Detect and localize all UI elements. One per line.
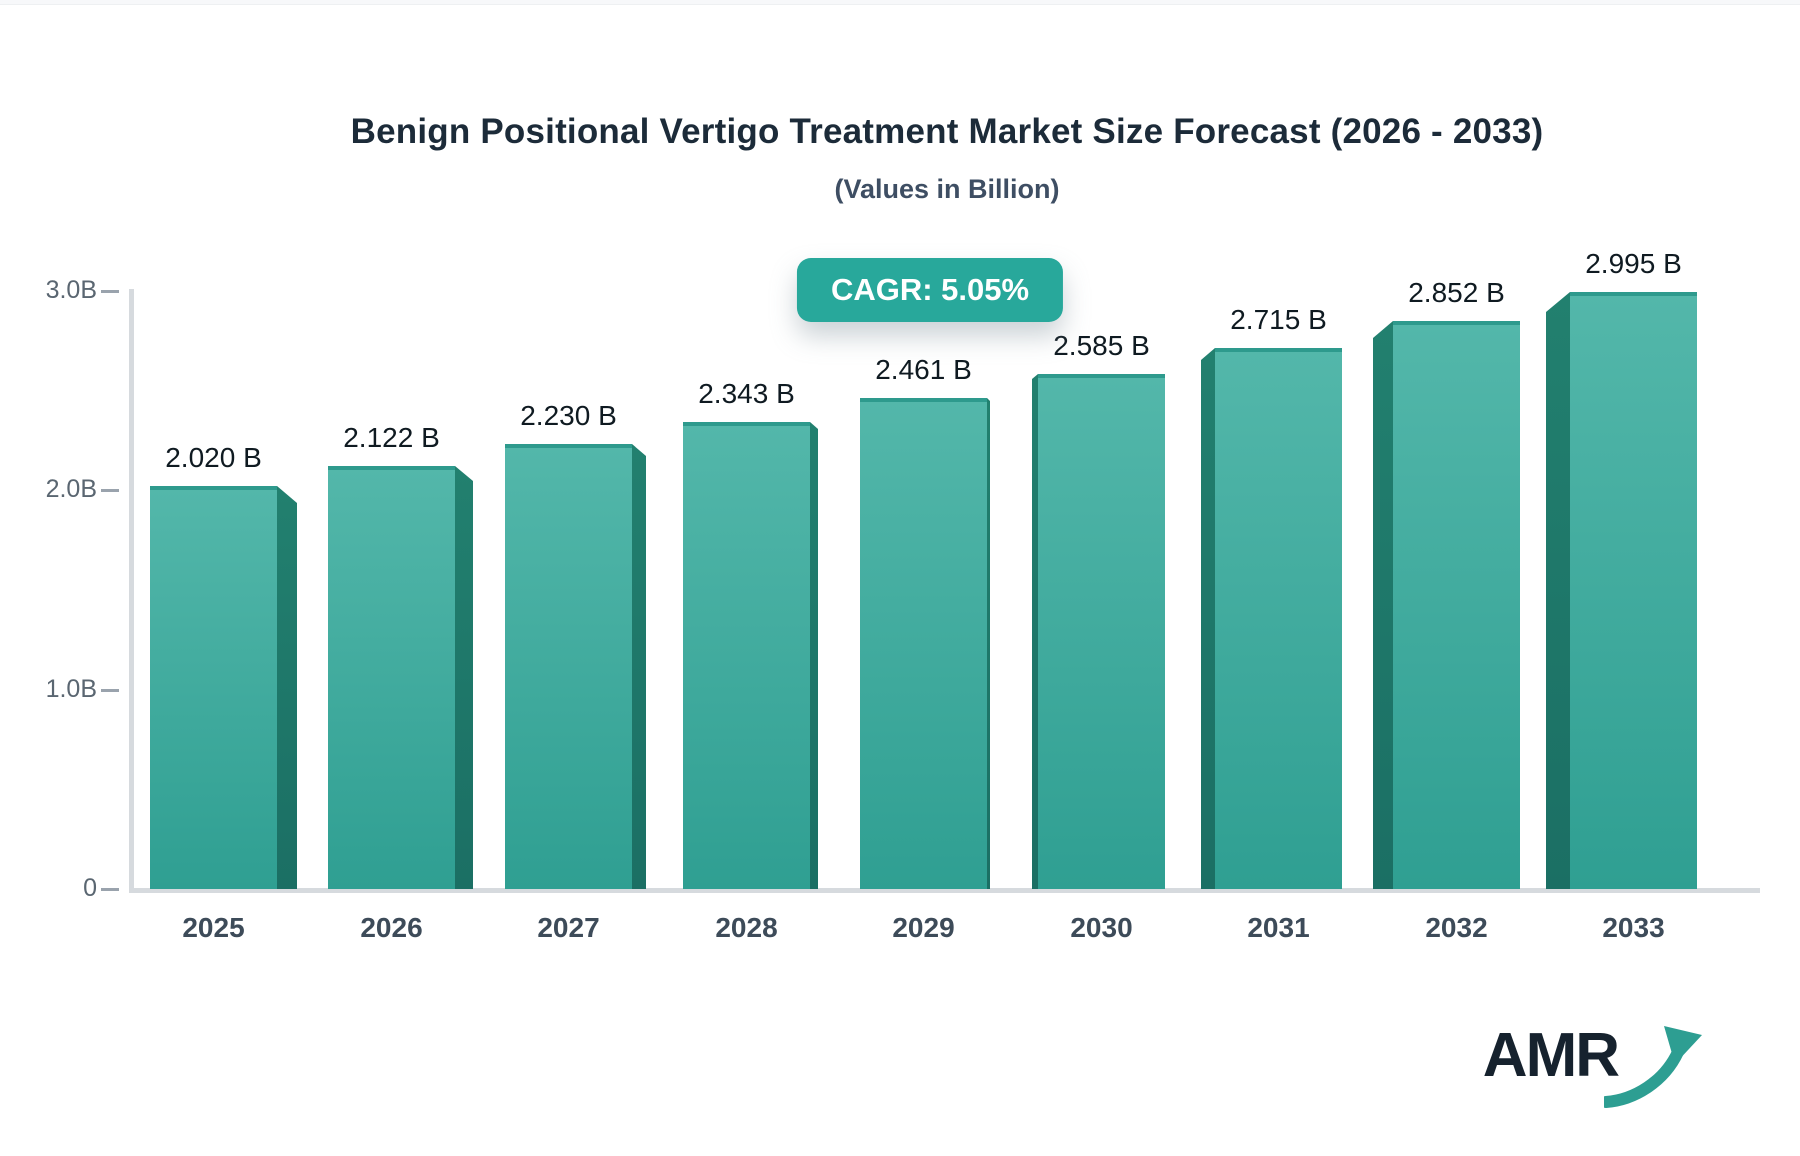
bar-side-face <box>277 486 297 889</box>
page-top-strip <box>0 0 1800 5</box>
bar-value-label: 2.230 B <box>520 400 617 431</box>
x-axis-label-2025: 2025 <box>182 912 245 943</box>
bar-value-label: 2.995 B <box>1585 248 1682 279</box>
bar-side-face <box>1546 292 1570 889</box>
y-tick-mark <box>101 290 119 293</box>
bar-2028 <box>683 422 810 889</box>
x-axis-baseline <box>129 888 1760 893</box>
amr-logo: AMR <box>1482 1021 1704 1108</box>
bar-value-label: 2.122 B <box>343 422 440 453</box>
x-axis-label-2033: 2033 <box>1602 912 1665 943</box>
chart-header: Benign Positional Vertigo Treatment Mark… <box>134 0 1760 205</box>
x-axis-label-2030: 2030 <box>1070 912 1133 943</box>
bar-2032 <box>1393 321 1520 889</box>
y-tick-label-1.0B: 1.0B <box>45 675 97 703</box>
chart-title: Benign Positional Vertigo Treatment Mark… <box>350 112 1544 151</box>
bar-value-label: 2.020 B <box>165 442 262 473</box>
bar-2031 <box>1215 348 1342 889</box>
bar-value-label: 2.585 B <box>1053 330 1150 361</box>
x-axis-label-2026: 2026 <box>360 912 423 943</box>
cagr-badge: CAGR: 5.05% <box>796 258 1064 322</box>
bar-2033 <box>1570 292 1697 889</box>
growth-arrow-icon <box>1604 1026 1702 1108</box>
x-axis-label-2029: 2029 <box>892 912 955 943</box>
y-tick-label-2.0B: 2.0B <box>45 475 97 503</box>
y-tick-label-0: 0 <box>83 874 97 902</box>
y-tick-mark <box>101 489 119 492</box>
chart-subtitle: (Values in Billion) <box>834 174 1060 204</box>
y-tick-label-3.0B: 3.0B <box>45 276 97 304</box>
amr-logo-text: AMR <box>1482 1021 1620 1090</box>
bar-value-label: 2.343 B <box>698 378 795 409</box>
bar-side-face <box>455 466 473 889</box>
bar-2030 <box>1038 374 1165 889</box>
bar-2027 <box>505 444 632 889</box>
bar-value-label: 2.852 B <box>1408 277 1505 308</box>
x-axis-label-2028: 2028 <box>715 912 778 943</box>
y-axis-line <box>129 289 134 893</box>
bar-value-label: 2.715 B <box>1230 304 1327 335</box>
x-axis-label-2032: 2032 <box>1425 912 1488 943</box>
bar-value-label: 2.461 B <box>875 354 972 385</box>
x-axis-label-2027: 2027 <box>537 912 600 943</box>
bar-2029 <box>860 398 987 889</box>
y-tick-mark <box>101 888 119 891</box>
bar-2026 <box>328 466 455 889</box>
bar-side-face <box>987 398 990 889</box>
bar-side-face <box>1373 321 1393 889</box>
bar-side-face <box>810 422 818 889</box>
x-axis-label-2031: 2031 <box>1247 912 1310 943</box>
bar-2025 <box>150 486 277 889</box>
bar-side-face <box>632 444 646 889</box>
y-tick-mark <box>101 689 119 692</box>
bar-side-face <box>1032 374 1038 889</box>
bar-side-face <box>1201 348 1215 889</box>
